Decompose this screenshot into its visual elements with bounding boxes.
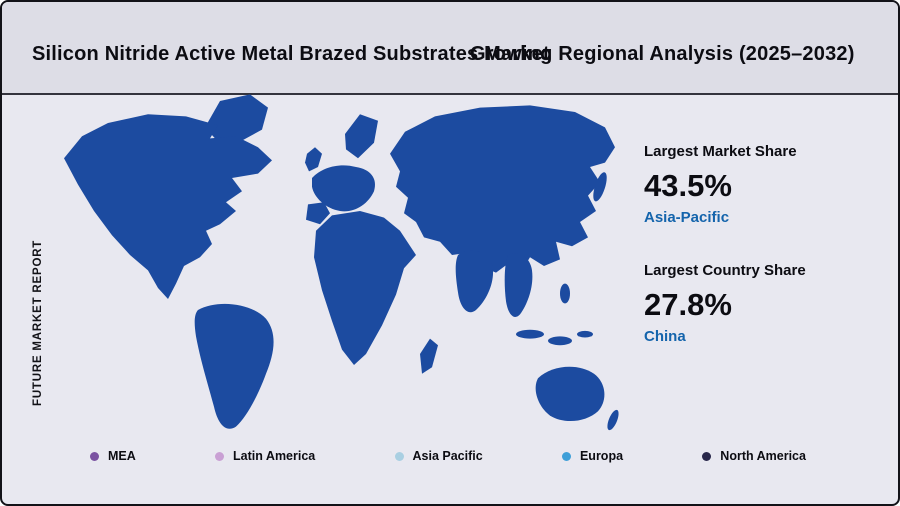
legend-item-latin-america: Latin America (215, 449, 315, 463)
legend-label-asia-pacific: Asia Pacific (412, 449, 483, 463)
region-iberia (306, 202, 330, 225)
region-india (455, 250, 494, 313)
legend-item-north-america: North America (702, 449, 806, 463)
brand-vertical-label: FUTURE MARKET REPORT (32, 239, 44, 407)
legend-label-mea: MEA (108, 449, 136, 463)
stats-panel: Largest Market Share 43.5% Asia-Pacific … (644, 143, 894, 381)
island-java (548, 336, 572, 346)
continent-south-america (194, 303, 274, 429)
largest-market-share-label: Largest Market Share (644, 143, 797, 160)
world-map-svg (64, 94, 619, 431)
island-philippines (560, 283, 570, 304)
region-southeast-asia (504, 253, 533, 317)
page-title-analysis: Growing Regional Analysis (2025–2032) (470, 43, 855, 65)
legend-label-north-america: North America (720, 449, 806, 463)
legend-label-europa: Europa (579, 449, 624, 463)
largest-country-share-region: China (644, 328, 686, 345)
header-band (2, 2, 898, 95)
continent-africa (314, 211, 416, 365)
island-sulawesi (577, 330, 593, 338)
island-madagascar (420, 338, 438, 374)
island-sumatra (516, 329, 544, 339)
continent-north-america (64, 114, 272, 299)
island-japan (593, 172, 607, 202)
legend-item-europa: Europa (561, 449, 624, 463)
legend-label-latin-america: Latin America (233, 449, 316, 463)
legend-dot-latin-america (215, 451, 225, 461)
largest-market-share-region: Asia-Pacific (644, 209, 730, 226)
region-scandinavia (345, 114, 378, 159)
legend-dot-europa (561, 451, 571, 461)
largest-country-share-value: 27.8% (644, 287, 732, 322)
largest-country-share-label: Largest Country Share (644, 262, 806, 279)
continent-europe (312, 165, 376, 212)
continent-greenland (205, 94, 268, 143)
legend-dot-mea (90, 451, 99, 461)
world-map-landmasses (64, 94, 619, 431)
largest-market-share-value: 43.5% (644, 168, 732, 203)
legend-item-mea: MEA (90, 449, 136, 463)
continent-australia (535, 366, 605, 422)
island-uk (305, 147, 322, 172)
page-title-market: Silicon Nitride Active Metal Brazed Subs… (32, 43, 550, 65)
legend-dot-north-america (702, 451, 712, 461)
world-map (60, 90, 626, 442)
legend-item-asia-pacific: Asia Pacific (394, 449, 483, 463)
continent-asia (390, 105, 615, 273)
island-new-zealand (607, 409, 619, 431)
legend-dot-asia-pacific (394, 451, 404, 461)
map-legend: MEA Latin America Asia Pacific Europa No… (90, 449, 806, 463)
